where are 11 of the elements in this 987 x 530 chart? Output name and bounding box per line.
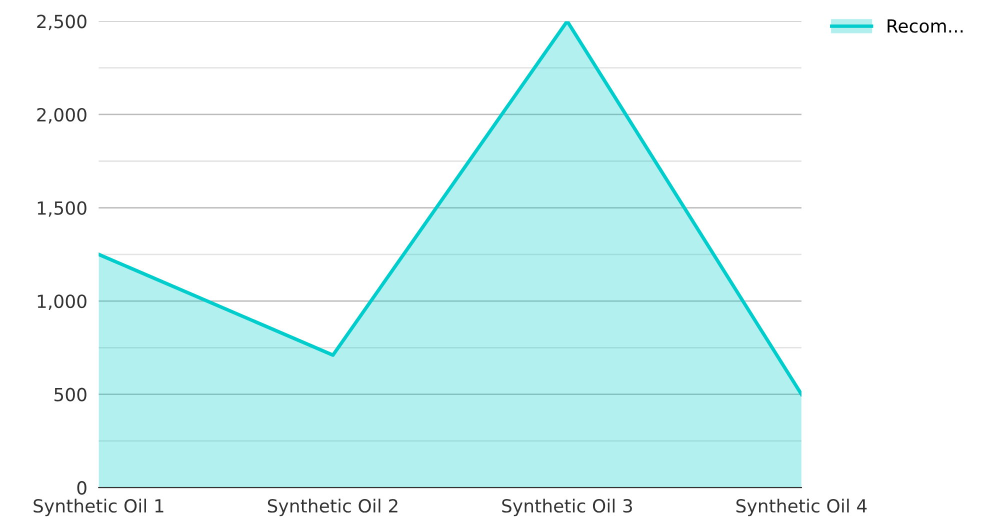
x-tick-label: Synthetic Oil 4 (736, 498, 867, 516)
x-tick-label: Synthetic Oil 3 (502, 498, 632, 516)
y-tick-label: 1,000 (38, 294, 86, 310)
x-tick-label: Synthetic Oil 2 (268, 498, 398, 516)
legend-label: Recom... (888, 19, 963, 33)
y-tick-label: 2,500 (37, 14, 86, 30)
y-tick-label: 500 (54, 388, 86, 402)
y-tick-label: 0 (77, 481, 86, 495)
y-tick-label: 2,000 (37, 108, 86, 124)
x-tick-label: Synthetic Oil 1 (34, 498, 164, 516)
y-tick-label: 1,500 (38, 201, 86, 217)
